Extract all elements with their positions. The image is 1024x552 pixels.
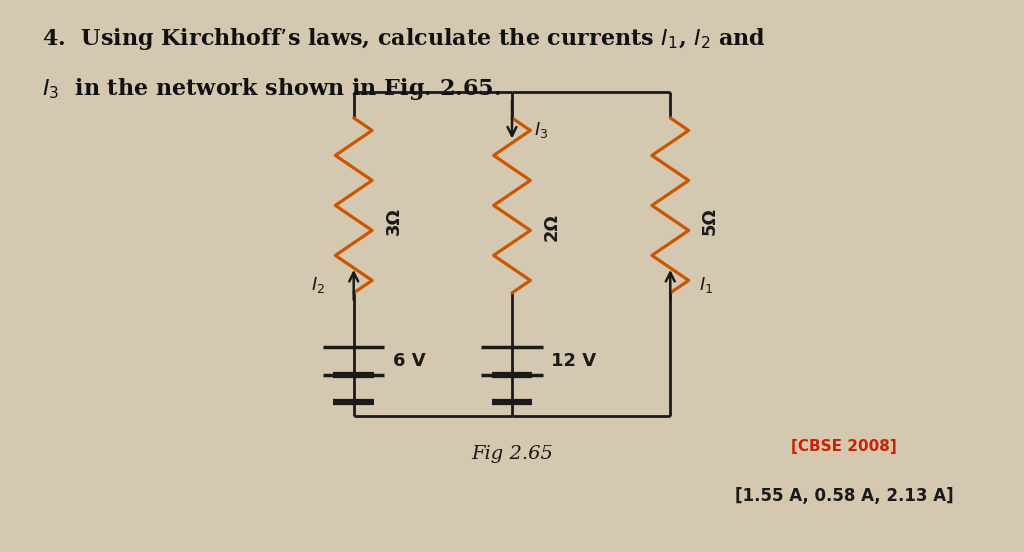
Text: Fig 2.65: Fig 2.65 — [471, 445, 553, 464]
Text: $I_2$: $I_2$ — [311, 275, 325, 295]
Text: 12 V: 12 V — [551, 352, 596, 370]
Text: 3Ω: 3Ω — [384, 207, 402, 235]
Text: 5Ω: 5Ω — [700, 207, 719, 235]
Text: $I_3$: $I_3$ — [535, 120, 549, 140]
Text: $I_1$: $I_1$ — [699, 275, 713, 295]
Text: 4.  Using Kirchhoff’s laws, calculate the currents $I_1$, $I_2$ and: 4. Using Kirchhoff’s laws, calculate the… — [42, 26, 766, 52]
Text: 2Ω: 2Ω — [543, 213, 560, 241]
Text: [CBSE 2008]: [CBSE 2008] — [791, 439, 897, 454]
Text: 6 V: 6 V — [392, 352, 425, 370]
Text: $I_3$  in the network shown in Fig. 2.65.: $I_3$ in the network shown in Fig. 2.65. — [42, 76, 502, 102]
Text: [1.55 A, 0.58 A, 2.13 A]: [1.55 A, 0.58 A, 2.13 A] — [734, 487, 953, 505]
